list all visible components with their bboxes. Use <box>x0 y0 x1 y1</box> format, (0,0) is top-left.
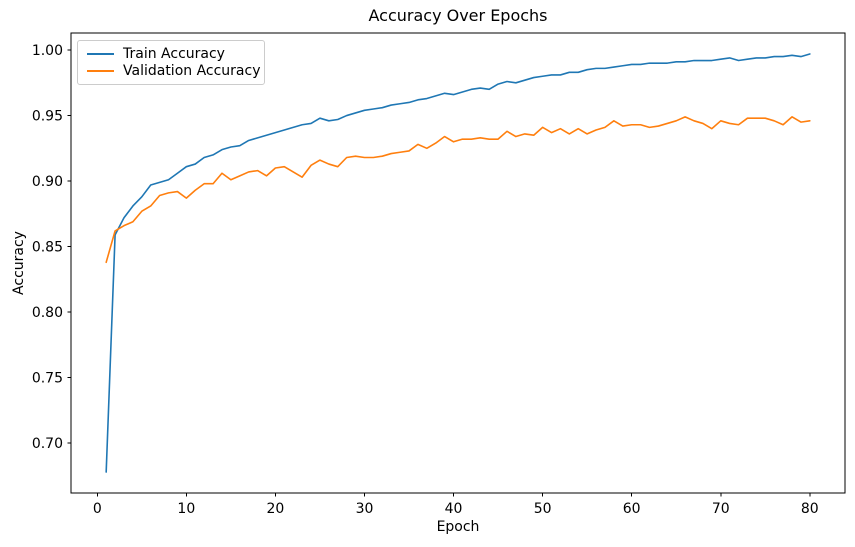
x-tick-label: 40 <box>445 501 463 517</box>
x-axis-ticks: 0 10 20 30 40 50 60 70 80 <box>93 493 819 517</box>
y-tick-label: 0.70 <box>32 436 63 452</box>
x-tick-label: 80 <box>801 501 819 517</box>
validation-line-swatch <box>87 70 114 72</box>
x-tick-label: 50 <box>534 501 552 517</box>
y-tick-label: 0.95 <box>32 109 63 125</box>
validation-accuracy-line <box>105 116 811 264</box>
x-tick-label: 10 <box>177 501 195 517</box>
x-axis-label: Epoch <box>436 519 480 535</box>
y-tick-label: 0.75 <box>32 371 63 387</box>
x-tick-label: 60 <box>623 501 641 517</box>
x-tick-label: 70 <box>712 501 730 517</box>
y-tick-label: 0.85 <box>32 240 63 256</box>
train-accuracy-line <box>105 53 811 473</box>
y-tick-label: 0.80 <box>32 305 63 321</box>
plot-border <box>70 32 846 494</box>
x-tick-label: 30 <box>356 501 374 517</box>
y-tick-label: 1.00 <box>32 43 63 59</box>
y-axis-ticks: 0.70 0.75 0.80 0.85 0.90 0.95 1.00 <box>32 43 71 452</box>
y-tick-label: 0.90 <box>32 174 63 190</box>
legend: Train Accuracy Validation Accuracy <box>77 40 265 85</box>
train-line-swatch <box>87 53 114 55</box>
legend-item: Validation Accuracy <box>87 63 261 79</box>
x-tick-label: 20 <box>266 501 284 517</box>
x-tick-label: 0 <box>93 501 102 517</box>
chart-title: Accuracy Over Epochs <box>368 6 548 25</box>
legend-label-train: Train Accuracy <box>123 46 225 62</box>
legend-label-validation: Validation Accuracy <box>123 63 261 79</box>
legend-item: Train Accuracy <box>87 46 255 62</box>
